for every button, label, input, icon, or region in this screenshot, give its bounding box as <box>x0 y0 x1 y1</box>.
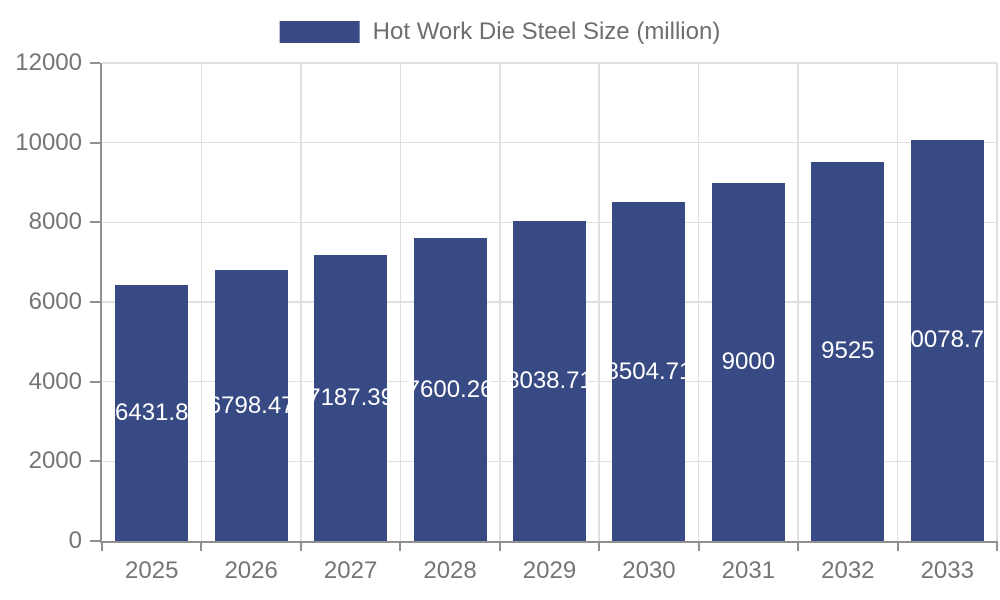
bar-value-label: 9525 <box>821 337 875 365</box>
x-tick-label: 2031 <box>721 557 776 584</box>
y-tick-label: 4000 <box>28 367 82 395</box>
bar: 9000 <box>711 182 785 541</box>
x-tick <box>299 541 302 551</box>
x-tick-label: 2028 <box>423 557 477 584</box>
x-tick-label: 2033 <box>920 557 974 584</box>
x-tick <box>996 541 998 551</box>
legend: Hot Work Die Steel Size (million) <box>279 18 721 46</box>
bar-value-label: 8038.71 <box>506 366 593 394</box>
y-tick <box>90 301 100 303</box>
v-gridline <box>996 63 998 541</box>
y-tick <box>90 62 100 64</box>
v-gridline <box>499 63 501 541</box>
y-tick-label: 12000 <box>15 49 82 76</box>
bar: 10078.75 <box>897 139 997 541</box>
h-gridline <box>102 141 997 144</box>
v-gridline <box>797 63 799 541</box>
bar-value-label: 6431.8 <box>115 398 189 426</box>
v-gridline <box>896 63 899 541</box>
x-tick <box>598 541 601 551</box>
x-tick-label: 2030 <box>622 557 676 584</box>
x-tick <box>200 541 203 551</box>
plot-area: 0 2000 4000 6000 8000 10000 12000 2025 2026 2027 2… <box>15 49 998 584</box>
x-tick <box>399 541 402 551</box>
x-tick-label: 2029 <box>522 557 577 584</box>
bar-value-label: 8504.71 <box>605 357 693 385</box>
v-gridline <box>697 63 700 541</box>
bar: 6431.8 <box>115 284 189 541</box>
y-tick <box>90 380 100 383</box>
bar: 7600.26 <box>407 238 493 541</box>
x-tick <box>498 541 501 551</box>
y-tick <box>90 141 100 144</box>
x-tick <box>101 541 103 551</box>
legend-label: Hot Work Die Steel Size (million) <box>372 18 721 45</box>
x-tick-label: 2025 <box>125 557 179 584</box>
legend-swatch <box>279 21 360 43</box>
v-gridline <box>399 63 402 541</box>
x-tick <box>697 541 700 551</box>
v-gridline <box>300 63 302 541</box>
bar-value-label: 6798.47 <box>207 391 295 419</box>
y-tick <box>90 540 100 542</box>
bar: 6798.47 <box>208 270 295 541</box>
h-gridline <box>102 62 997 64</box>
y-tick-label: 8000 <box>28 208 82 236</box>
y-tick-label: 6000 <box>28 288 82 315</box>
bar: 9525 <box>811 161 885 541</box>
y-tick-label: 2000 <box>28 447 82 475</box>
bar: 8038.71 <box>506 220 593 541</box>
v-gridline <box>598 63 600 541</box>
y-tick-label: 0 <box>68 527 82 554</box>
y-tick <box>90 460 100 463</box>
x-tick <box>797 541 800 551</box>
bar-value-label: 10078.75 <box>897 326 998 354</box>
bar: 8504.71 <box>606 202 692 541</box>
x-tick-label: 2026 <box>224 557 278 584</box>
x-tick <box>896 541 899 551</box>
x-tick-label: 2027 <box>323 557 378 584</box>
bar-value-label: 7187.39 <box>307 383 394 411</box>
y-tick-label: 10000 <box>15 128 82 156</box>
y-tick <box>90 221 100 224</box>
x-tick-label: 2032 <box>821 557 875 584</box>
v-gridline <box>200 63 203 541</box>
bar: 7187.39 <box>307 254 394 541</box>
bar-value-label: 9000 <box>721 347 776 375</box>
bar-value-label: 7600.26 <box>406 375 494 403</box>
